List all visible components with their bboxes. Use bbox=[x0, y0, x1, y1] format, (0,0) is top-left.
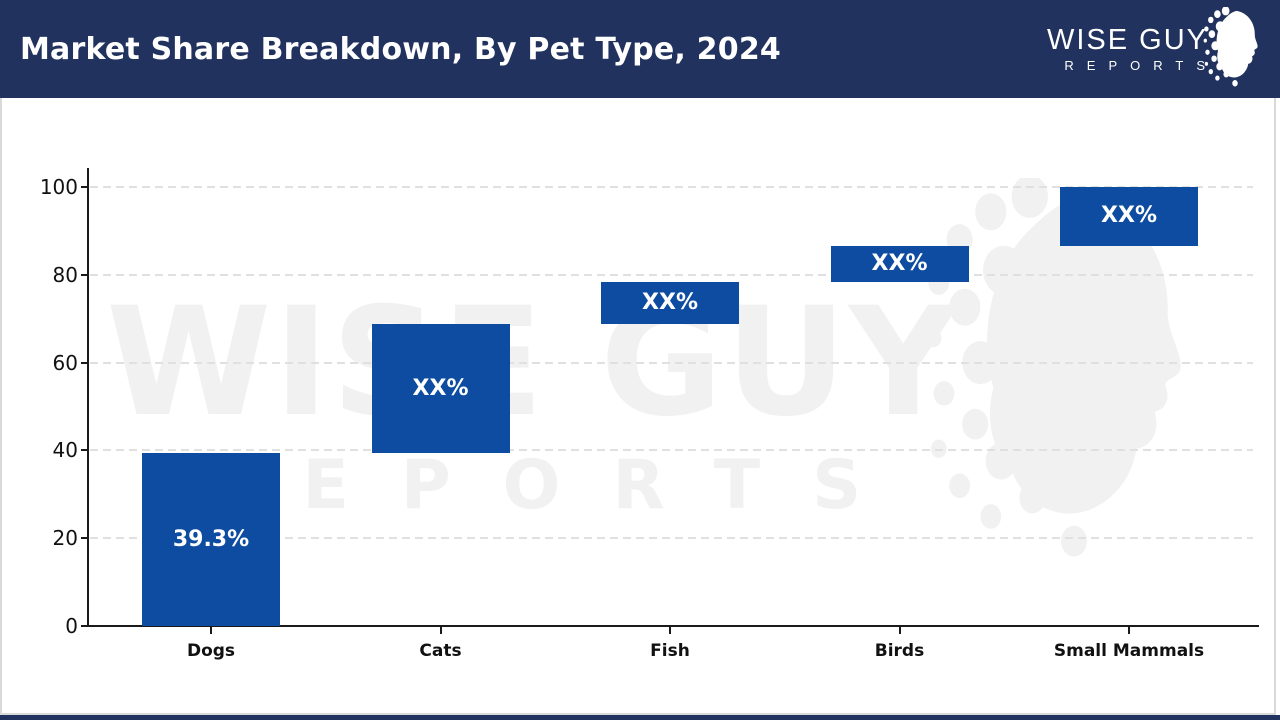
y-tick-mark-40 bbox=[81, 449, 88, 452]
footer-accent-bar bbox=[0, 715, 1280, 720]
x-tick-mark-dogs bbox=[210, 627, 212, 634]
bar-value-label-fish: XX% bbox=[642, 289, 698, 315]
gridline-100 bbox=[90, 186, 1253, 188]
gridline-40 bbox=[90, 449, 1253, 452]
bar-value-label-cats: XX% bbox=[412, 375, 469, 401]
x-axis-spine bbox=[87, 625, 1259, 627]
x-tick-mark-cats bbox=[439, 627, 442, 634]
y-axis-spine bbox=[87, 168, 89, 627]
y-tick-label-60: 60 bbox=[52, 350, 78, 375]
bar-value-label-birds: XX% bbox=[871, 250, 928, 276]
category-label-dogs: Dogs bbox=[186, 641, 236, 661]
gridline-60 bbox=[90, 361, 1253, 364]
y-tick-mark-100 bbox=[81, 186, 88, 188]
watermark-subtitle: REPORTS bbox=[198, 446, 914, 525]
bar-fish bbox=[601, 281, 739, 324]
x-tick-mark-fish bbox=[669, 627, 671, 634]
y-tick-mark-80 bbox=[81, 273, 88, 276]
logo-face-icon bbox=[1203, 7, 1258, 87]
category-label-fish: Fish bbox=[650, 641, 690, 661]
y-tick-mark-60 bbox=[81, 361, 88, 364]
logo-subtitle: REPORTS bbox=[1064, 57, 1218, 73]
y-tick-mark-20 bbox=[81, 537, 88, 540]
bar-value-label-dogs: 39.3% bbox=[172, 526, 250, 552]
bar-birds bbox=[830, 245, 969, 282]
bar-cats bbox=[371, 323, 510, 454]
y-tick-mark-0 bbox=[81, 625, 88, 627]
gridline-80 bbox=[90, 273, 1253, 276]
category-label-small-mammals: Small Mammals bbox=[1053, 641, 1205, 661]
logo-wordmark: WISE GUY bbox=[1046, 24, 1208, 57]
category-label-cats: Cats bbox=[419, 641, 462, 661]
header-bar: Market Share Breakdown, By Pet Type, 202… bbox=[0, 0, 1280, 98]
gridline-20 bbox=[90, 537, 1253, 540]
y-tick-label-20: 20 bbox=[52, 526, 78, 551]
bar-dogs bbox=[142, 453, 280, 626]
x-tick-mark-small-mammals bbox=[1128, 627, 1130, 634]
logo-text: WISE GUY REPORTS bbox=[1046, 24, 1208, 73]
y-tick-label-100: 100 bbox=[39, 175, 78, 199]
y-tick-label-80: 80 bbox=[52, 262, 78, 287]
y-tick-label-0: 0 bbox=[65, 614, 78, 638]
bar-small-mammals bbox=[1060, 187, 1198, 246]
y-tick-label-40: 40 bbox=[52, 438, 78, 463]
x-tick-mark-birds bbox=[898, 627, 901, 634]
wise-guy-logo: WISE GUY REPORTS bbox=[1047, 4, 1268, 94]
bar-value-label-small-mammals: XX% bbox=[1101, 203, 1157, 229]
category-label-birds: Birds bbox=[874, 641, 925, 661]
chart-title: Market Share Breakdown, By Pet Type, 202… bbox=[20, 31, 781, 67]
